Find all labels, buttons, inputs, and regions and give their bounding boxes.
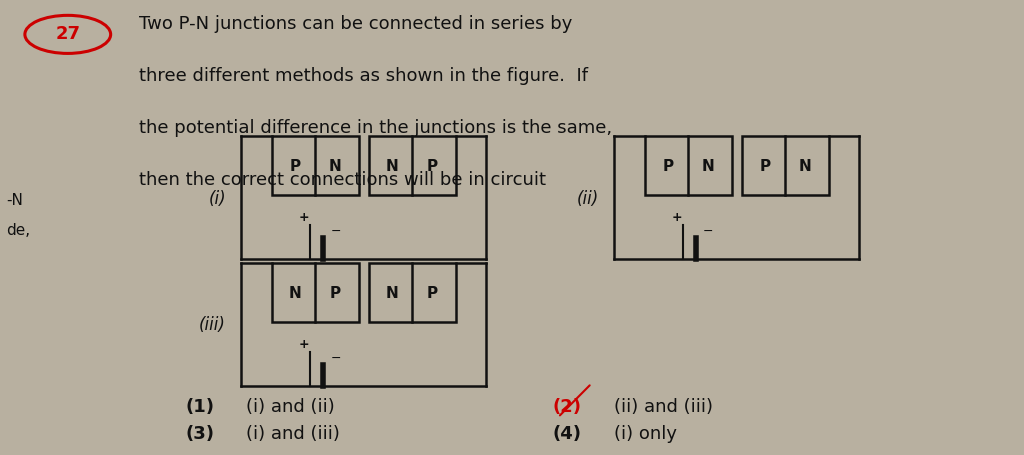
Text: +: + xyxy=(299,337,309,350)
Bar xyxy=(369,264,456,323)
Bar xyxy=(369,137,456,196)
Text: −: − xyxy=(331,224,341,237)
Text: (iii): (iii) xyxy=(200,316,226,334)
Text: N: N xyxy=(289,286,302,301)
Text: P: P xyxy=(427,286,438,301)
Text: N: N xyxy=(386,286,398,301)
Text: (ii): (ii) xyxy=(577,189,599,207)
Bar xyxy=(741,137,828,196)
Text: (ii) and (iii): (ii) and (iii) xyxy=(614,397,713,415)
Text: N: N xyxy=(701,159,715,174)
Text: N: N xyxy=(799,159,811,174)
Text: de,: de, xyxy=(6,222,31,237)
Text: (i): (i) xyxy=(209,189,226,207)
Text: P: P xyxy=(427,159,438,174)
Bar xyxy=(272,137,358,196)
Text: 27: 27 xyxy=(55,25,80,42)
Text: three different methods as shown in the figure.  If: three different methods as shown in the … xyxy=(139,67,588,85)
Text: (1): (1) xyxy=(185,397,214,415)
Text: −: − xyxy=(703,224,714,237)
Bar xyxy=(272,264,358,323)
Text: −: − xyxy=(331,351,341,364)
Text: N: N xyxy=(386,159,398,174)
Text: (4): (4) xyxy=(553,425,582,442)
Text: N: N xyxy=(329,159,342,174)
Text: P: P xyxy=(330,286,341,301)
Bar xyxy=(645,137,731,196)
Text: +: + xyxy=(672,211,682,223)
Text: P: P xyxy=(760,159,771,174)
Text: (i) only: (i) only xyxy=(614,425,677,442)
Text: then the correct connections will be in circuit: then the correct connections will be in … xyxy=(139,171,546,189)
Text: -N: -N xyxy=(6,193,24,208)
Text: (i) and (iii): (i) and (iii) xyxy=(247,425,340,442)
Text: the potential difference in the junctions is the same,: the potential difference in the junction… xyxy=(139,119,612,137)
Text: +: + xyxy=(299,211,309,223)
Text: Two P-N junctions can be connected in series by: Two P-N junctions can be connected in se… xyxy=(139,15,572,33)
Text: P: P xyxy=(663,159,674,174)
FancyArrowPatch shape xyxy=(560,385,590,415)
Text: (2): (2) xyxy=(553,397,582,415)
Text: P: P xyxy=(290,159,301,174)
Text: (3): (3) xyxy=(185,425,214,442)
Text: (i) and (ii): (i) and (ii) xyxy=(247,397,335,415)
